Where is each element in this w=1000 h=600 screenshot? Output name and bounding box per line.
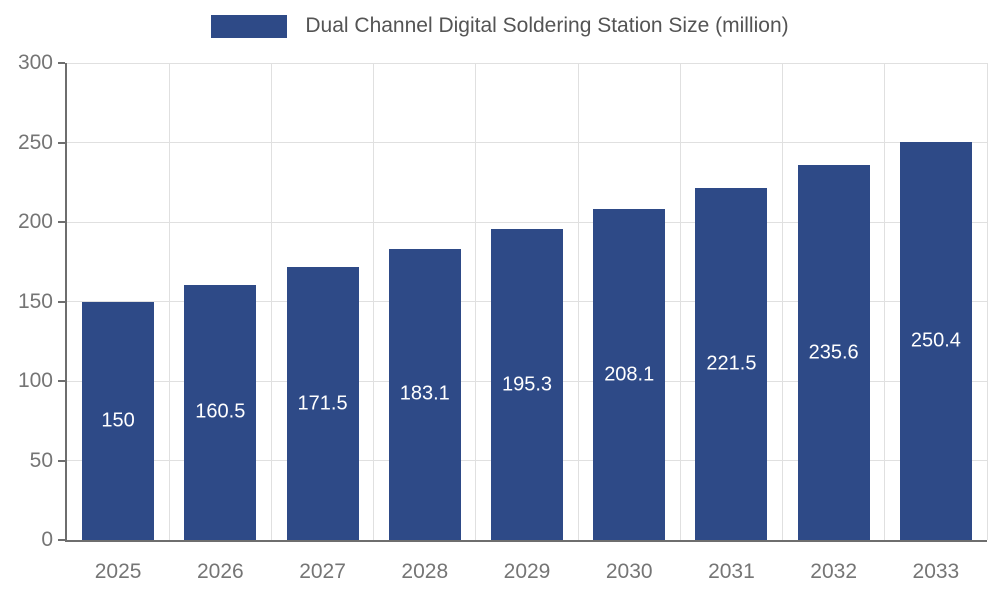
legend-swatch bbox=[211, 14, 288, 38]
bar: 160.5 bbox=[184, 284, 257, 540]
bar-value-label: 171.5 bbox=[297, 392, 348, 415]
y-axis-tick bbox=[58, 380, 65, 382]
x-axis-tick-label: 2033 bbox=[912, 560, 960, 583]
y-axis-tick-label: 250 bbox=[17, 130, 53, 154]
y-axis-tick-label: 100 bbox=[17, 369, 53, 392]
bar-value-label: 208.1 bbox=[604, 363, 655, 386]
plot-area: 0 50 100 150 200 250 300 150 2025 160.5 2026 171.5 2… bbox=[18, 51, 988, 583]
x-axis-tick-label: 2030 bbox=[605, 560, 653, 583]
gridline-horizontal bbox=[67, 62, 987, 64]
bar-value-label: 160.5 bbox=[195, 400, 246, 423]
bar: 171.5 bbox=[286, 267, 359, 540]
bar: 221.5 bbox=[695, 187, 768, 540]
gridline-vertical bbox=[373, 63, 375, 540]
x-axis-tick-label: 2031 bbox=[708, 560, 755, 583]
y-axis-tick-label: 50 bbox=[29, 448, 53, 472]
bar: 208.1 bbox=[593, 209, 666, 540]
bar: 235.6 bbox=[797, 165, 870, 540]
y-axis-tick bbox=[58, 459, 65, 462]
gridline-horizontal bbox=[67, 142, 987, 143]
y-axis-tick-label: 150 bbox=[17, 289, 53, 313]
chart-legend: Dual Channel Digital Soldering Station S… bbox=[0, 14, 1000, 38]
gridline-vertical bbox=[168, 63, 170, 540]
bar-value-label: 195.3 bbox=[501, 373, 553, 396]
chart-title: Dual Channel Digital Soldering Station S… bbox=[305, 14, 789, 37]
gridline-vertical bbox=[679, 63, 681, 540]
bar-value-label: 235.6 bbox=[808, 341, 859, 364]
x-axis-tick-label: 2025 bbox=[94, 560, 142, 583]
bar-value-label: 150 bbox=[101, 409, 135, 432]
bar-value-label: 183.1 bbox=[399, 382, 450, 405]
x-axis-tick-label: 2026 bbox=[196, 560, 244, 583]
bar-value-label: 250.4 bbox=[910, 329, 961, 352]
bar: 250.4 bbox=[899, 141, 972, 540]
gridline-vertical bbox=[475, 63, 477, 540]
x-axis-tick-label: 2029 bbox=[503, 560, 551, 583]
bar-value-label: 221.5 bbox=[706, 352, 757, 375]
gridline-vertical bbox=[782, 63, 784, 540]
gridline-horizontal bbox=[67, 221, 987, 223]
y-axis-tick bbox=[58, 62, 65, 64]
y-axis-tick bbox=[58, 221, 65, 223]
y-axis-tick-label: 200 bbox=[17, 210, 53, 233]
x-axis-tick-label: 2028 bbox=[401, 560, 449, 583]
y-axis-tick bbox=[58, 300, 65, 303]
x-axis-tick-label: 2032 bbox=[810, 560, 858, 583]
bar: 183.1 bbox=[388, 248, 461, 540]
gridline-vertical bbox=[270, 63, 272, 540]
y-axis-tick bbox=[58, 141, 65, 144]
y-axis-tick bbox=[58, 539, 65, 541]
gridline-vertical bbox=[884, 63, 886, 540]
gridline-vertical bbox=[986, 63, 988, 540]
y-axis-tick-label: 300 bbox=[17, 51, 53, 74]
bar: 150 bbox=[82, 301, 155, 540]
x-axis-tick-label: 2027 bbox=[299, 560, 346, 583]
y-axis-tick-label: 0 bbox=[41, 528, 53, 551]
gridline-vertical bbox=[577, 63, 579, 540]
bar: 195.3 bbox=[491, 229, 563, 540]
